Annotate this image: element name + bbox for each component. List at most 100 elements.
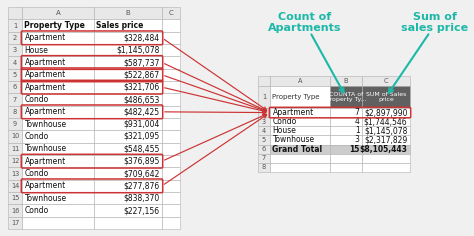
Text: Townhouse: Townhouse bbox=[25, 194, 67, 203]
Bar bbox=[94, 155, 162, 167]
Text: 9: 9 bbox=[13, 121, 17, 127]
Text: 2: 2 bbox=[13, 35, 17, 41]
Bar bbox=[8, 106, 22, 118]
Bar bbox=[22, 69, 94, 81]
Text: Apartment: Apartment bbox=[25, 107, 66, 116]
Text: 4: 4 bbox=[262, 128, 266, 134]
Bar bbox=[270, 86, 330, 108]
Bar bbox=[162, 155, 180, 167]
Text: Property Type: Property Type bbox=[273, 94, 320, 100]
Text: House: House bbox=[273, 126, 296, 135]
Bar bbox=[8, 7, 22, 19]
Text: $548,455: $548,455 bbox=[123, 144, 159, 153]
Text: 1: 1 bbox=[13, 22, 17, 29]
Text: 3: 3 bbox=[262, 119, 266, 125]
Bar bbox=[22, 93, 94, 106]
Bar bbox=[22, 44, 94, 56]
Text: $376,895: $376,895 bbox=[123, 157, 159, 166]
Text: $321,095: $321,095 bbox=[123, 132, 159, 141]
Text: Condo: Condo bbox=[25, 169, 49, 178]
Text: 1: 1 bbox=[355, 126, 359, 135]
Bar bbox=[162, 44, 180, 56]
Text: $8,105,443: $8,105,443 bbox=[360, 145, 408, 154]
Text: Sales price: Sales price bbox=[97, 21, 144, 30]
Text: 15: 15 bbox=[11, 195, 19, 201]
Bar bbox=[162, 93, 180, 106]
Bar bbox=[94, 32, 162, 44]
Bar bbox=[162, 56, 180, 69]
Bar bbox=[162, 118, 180, 130]
Bar bbox=[162, 81, 180, 93]
Text: $277,876: $277,876 bbox=[123, 181, 159, 190]
Bar bbox=[362, 154, 410, 163]
Text: $709,642: $709,642 bbox=[123, 169, 159, 178]
Bar bbox=[94, 192, 162, 204]
Bar bbox=[94, 56, 162, 69]
Bar bbox=[362, 86, 410, 108]
Bar bbox=[330, 76, 362, 86]
Bar bbox=[162, 7, 180, 19]
Text: 7: 7 bbox=[13, 97, 17, 102]
Bar bbox=[258, 145, 270, 154]
Bar bbox=[8, 204, 22, 217]
Bar bbox=[22, 19, 94, 32]
Bar bbox=[8, 155, 22, 167]
Bar bbox=[94, 7, 162, 19]
Bar bbox=[362, 126, 410, 135]
Text: SUM of Sales
price: SUM of Sales price bbox=[366, 92, 406, 102]
Text: Apartment: Apartment bbox=[25, 83, 66, 92]
Text: 13: 13 bbox=[11, 170, 19, 177]
Text: 17: 17 bbox=[11, 220, 19, 226]
Bar bbox=[270, 76, 330, 86]
Text: C: C bbox=[383, 78, 388, 84]
Text: $1,145,078: $1,145,078 bbox=[364, 126, 408, 135]
Text: $1,145,078: $1,145,078 bbox=[116, 46, 159, 55]
Bar bbox=[8, 19, 22, 32]
Bar bbox=[162, 180, 180, 192]
Text: Townhouse: Townhouse bbox=[273, 135, 315, 144]
Text: Condo: Condo bbox=[25, 206, 49, 215]
Bar bbox=[258, 154, 270, 163]
Bar bbox=[258, 163, 270, 172]
Text: 4: 4 bbox=[13, 59, 17, 66]
Text: Townhouse: Townhouse bbox=[25, 144, 67, 153]
Bar bbox=[22, 56, 94, 69]
Text: 7: 7 bbox=[262, 155, 266, 161]
Bar bbox=[362, 76, 410, 86]
Bar bbox=[8, 118, 22, 130]
Bar bbox=[22, 143, 94, 155]
Bar bbox=[94, 130, 162, 143]
Text: $328,484: $328,484 bbox=[123, 33, 159, 42]
Bar bbox=[330, 117, 362, 126]
Text: $227,156: $227,156 bbox=[123, 206, 159, 215]
Text: 14: 14 bbox=[11, 183, 19, 189]
Bar bbox=[8, 192, 22, 204]
Bar bbox=[330, 145, 362, 154]
Bar bbox=[362, 117, 410, 126]
Bar bbox=[258, 108, 270, 117]
Text: Apartment: Apartment bbox=[25, 157, 66, 166]
Text: 3: 3 bbox=[13, 47, 17, 53]
Bar bbox=[258, 126, 270, 135]
Bar bbox=[22, 155, 94, 167]
Text: 2: 2 bbox=[262, 110, 266, 116]
Text: Townhouse: Townhouse bbox=[25, 120, 67, 129]
Text: 6: 6 bbox=[13, 84, 17, 90]
Bar bbox=[362, 135, 410, 145]
Bar bbox=[270, 163, 330, 172]
Text: 3: 3 bbox=[355, 135, 359, 144]
Bar bbox=[94, 167, 162, 180]
Text: $587,737: $587,737 bbox=[123, 58, 159, 67]
Bar bbox=[362, 108, 410, 117]
Text: B: B bbox=[126, 10, 130, 16]
Bar bbox=[8, 143, 22, 155]
Text: Apartment: Apartment bbox=[273, 108, 314, 117]
Text: 12: 12 bbox=[11, 158, 19, 164]
Bar bbox=[22, 204, 94, 217]
Text: Apartment: Apartment bbox=[25, 33, 66, 42]
Bar bbox=[270, 126, 330, 135]
Text: $931,004: $931,004 bbox=[123, 120, 159, 129]
Text: Condo: Condo bbox=[25, 132, 49, 141]
Bar bbox=[162, 204, 180, 217]
Bar bbox=[162, 143, 180, 155]
